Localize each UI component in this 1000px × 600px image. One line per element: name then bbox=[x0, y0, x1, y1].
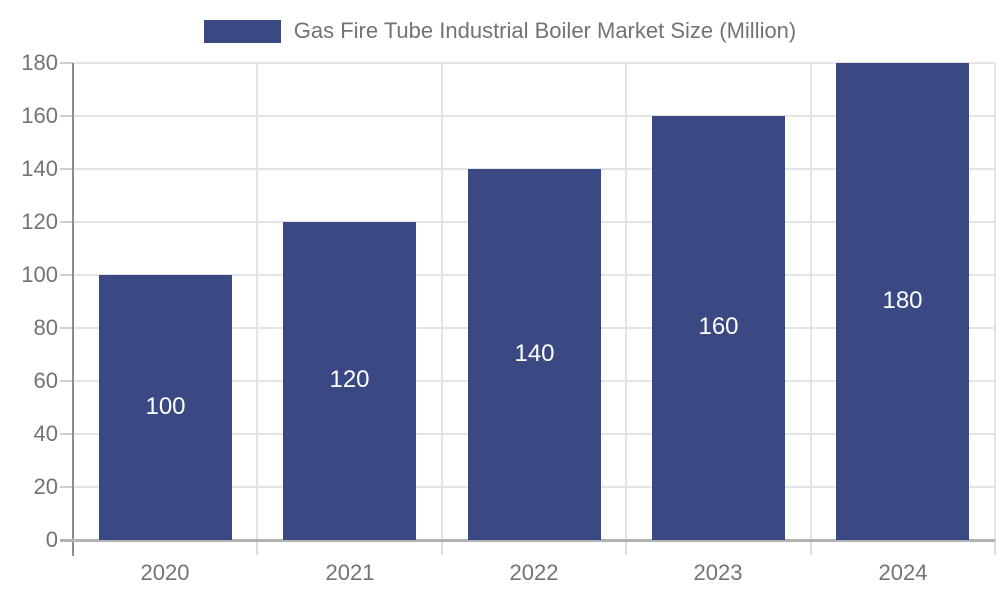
x-axis-tick bbox=[994, 540, 996, 555]
y-tick-label: 0 bbox=[45, 527, 58, 552]
y-tick-label: 100 bbox=[21, 262, 58, 287]
y-axis-tick bbox=[60, 274, 73, 276]
bar: 120 bbox=[283, 222, 416, 540]
y-tick-label: 140 bbox=[21, 156, 58, 181]
y-axis-line bbox=[72, 63, 74, 556]
x-tick-label: 2024 bbox=[878, 560, 928, 585]
gridline-vertical bbox=[625, 63, 628, 540]
gridline-vertical bbox=[256, 63, 259, 540]
y-axis-tick bbox=[60, 327, 73, 329]
bar: 160 bbox=[652, 116, 785, 540]
bar: 100 bbox=[99, 275, 232, 540]
bar-value-label: 160 bbox=[698, 313, 739, 340]
x-tick-label: 2021 bbox=[325, 560, 375, 585]
y-axis-tick bbox=[60, 115, 73, 117]
y-axis-tick bbox=[60, 168, 73, 170]
x-axis-line bbox=[60, 539, 995, 542]
y-axis-tick bbox=[60, 433, 73, 435]
x-tick-label: 2022 bbox=[509, 560, 559, 585]
legend: Gas Fire Tube Industrial Boiler Market S… bbox=[0, 18, 1000, 44]
x-axis-tick bbox=[440, 540, 443, 555]
y-tick-label: 180 bbox=[21, 50, 58, 75]
x-axis-tick bbox=[809, 540, 812, 555]
y-axis-tick bbox=[60, 62, 73, 64]
y-tick-label: 120 bbox=[21, 209, 58, 234]
gridline-vertical bbox=[809, 63, 812, 540]
y-tick-label: 80 bbox=[33, 315, 58, 340]
bar-value-label: 100 bbox=[145, 392, 186, 420]
bar: 180 bbox=[836, 63, 969, 540]
x-tick-label: 2023 bbox=[693, 560, 743, 585]
y-tick-label: 160 bbox=[21, 103, 58, 128]
bar: 140 bbox=[468, 169, 601, 540]
legend-swatch bbox=[203, 19, 281, 43]
bar-value-label: 120 bbox=[329, 366, 370, 393]
y-tick-label: 20 bbox=[33, 474, 58, 499]
y-axis-tick bbox=[60, 221, 73, 223]
bar-value-label: 140 bbox=[514, 339, 555, 367]
legend-label: Gas Fire Tube Industrial Boiler Market S… bbox=[293, 18, 797, 43]
bar-value-label: 180 bbox=[882, 286, 923, 314]
y-axis-tick bbox=[60, 380, 73, 382]
x-axis-tick bbox=[625, 540, 628, 555]
gridline-vertical bbox=[994, 63, 996, 540]
gridline-vertical bbox=[440, 63, 443, 540]
x-axis-tick bbox=[256, 540, 259, 555]
gridline-horizontal bbox=[73, 62, 995, 64]
gridline-horizontal bbox=[73, 115, 995, 117]
x-tick-label: 2020 bbox=[140, 560, 190, 585]
y-axis-tick bbox=[60, 486, 73, 488]
y-tick-label: 60 bbox=[33, 368, 58, 393]
y-tick-label: 40 bbox=[33, 421, 58, 446]
